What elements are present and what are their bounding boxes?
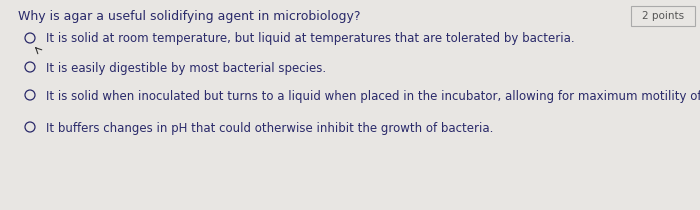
FancyBboxPatch shape [631,6,695,26]
Text: It buffers changes in pH that could otherwise inhibit the growth of bacteria.: It buffers changes in pH that could othe… [46,122,494,135]
Text: It is solid at room temperature, but liquid at temperatures that are tolerated b: It is solid at room temperature, but liq… [46,32,575,45]
Text: It is solid when inoculated but turns to a liquid when placed in the incubator, : It is solid when inoculated but turns to… [46,90,700,103]
Text: It is easily digestible by most bacterial species.: It is easily digestible by most bacteria… [46,62,326,75]
Text: Why is agar a useful solidifying agent in microbiology?: Why is agar a useful solidifying agent i… [18,10,360,23]
Text: 2 points: 2 points [642,11,684,21]
